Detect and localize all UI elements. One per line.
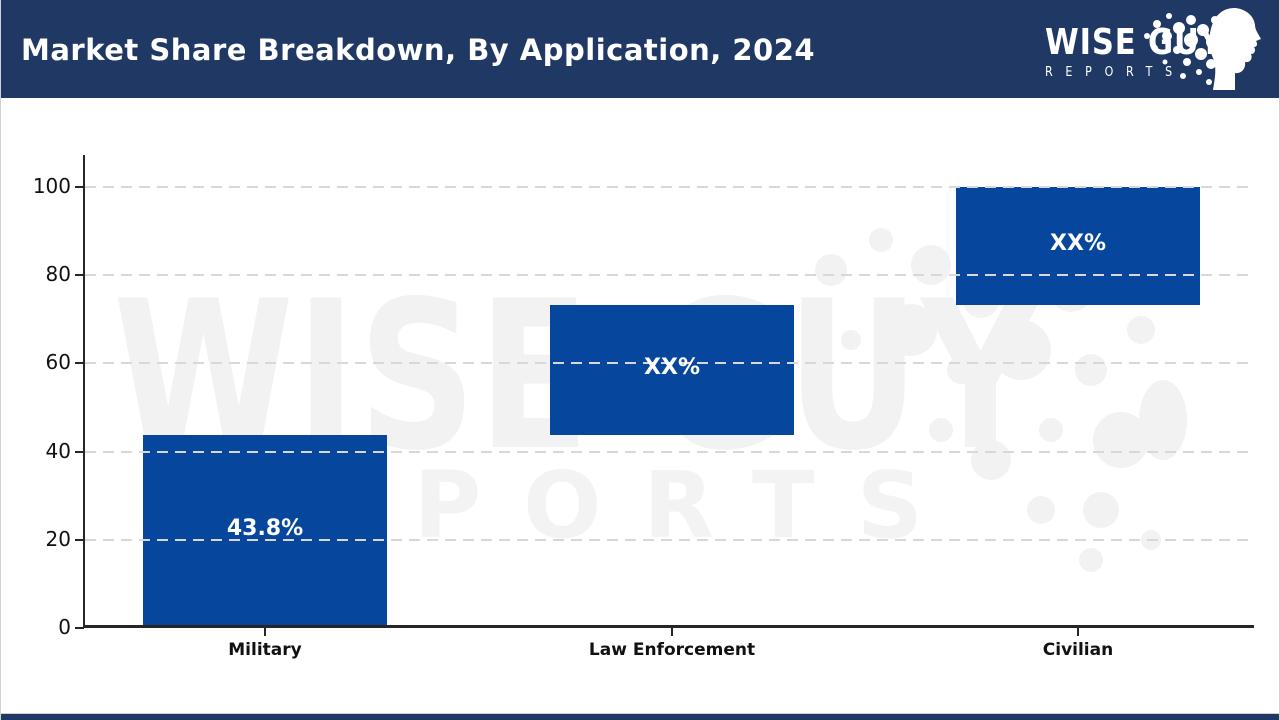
y-tick-mark	[75, 362, 84, 365]
x-tick-mark	[264, 628, 266, 636]
y-tick-label: 20	[45, 526, 71, 551]
y-tick-label: 60	[45, 350, 71, 375]
y-tick-label: 100	[32, 174, 71, 198]
footer-band	[1, 713, 1279, 720]
y-tick-mark	[75, 186, 84, 188]
x-tick-label: Civilian	[1042, 640, 1114, 660]
x-tick-label: Military	[228, 640, 302, 660]
gridline	[85, 362, 1254, 365]
y-tick-mark	[75, 450, 84, 453]
wiseguy-logo: WISE GUY REPORTS	[1011, 4, 1271, 94]
watermark-face-dots	[815, 228, 1187, 572]
gridline	[85, 274, 1254, 277]
bar-value-label: 43.8%	[226, 516, 304, 542]
gridline	[85, 450, 1254, 453]
bar-law-enforcement	[550, 305, 794, 435]
y-tick-mark	[75, 627, 84, 629]
x-tick-mark	[1077, 628, 1079, 636]
header-band: Market Share Breakdown, By Application, …	[1, 0, 1279, 98]
page-title: Market Share Breakdown, By Application, …	[21, 33, 816, 67]
bar-military	[143, 434, 387, 628]
y-tick-label: 40	[45, 438, 71, 463]
y-tick-label: 80	[45, 262, 71, 287]
y-tick-label: 0	[58, 615, 71, 639]
y-tick-mark	[75, 538, 84, 541]
gridline	[85, 186, 1254, 188]
bar-value-label: XX%	[1050, 231, 1106, 257]
x-tick-mark	[671, 628, 673, 636]
bar-value-label: XX%	[644, 355, 700, 380]
gridline	[85, 538, 1254, 541]
logo-subtext: REPORTS	[1045, 65, 1185, 80]
wiseguy-face-icon	[1144, 8, 1261, 90]
x-axis-line	[84, 625, 1254, 628]
bar-civilian	[956, 187, 1200, 306]
x-tick-label: Law Enforcement	[588, 640, 756, 660]
y-axis-line	[83, 155, 85, 628]
y-tick-mark	[75, 274, 84, 277]
